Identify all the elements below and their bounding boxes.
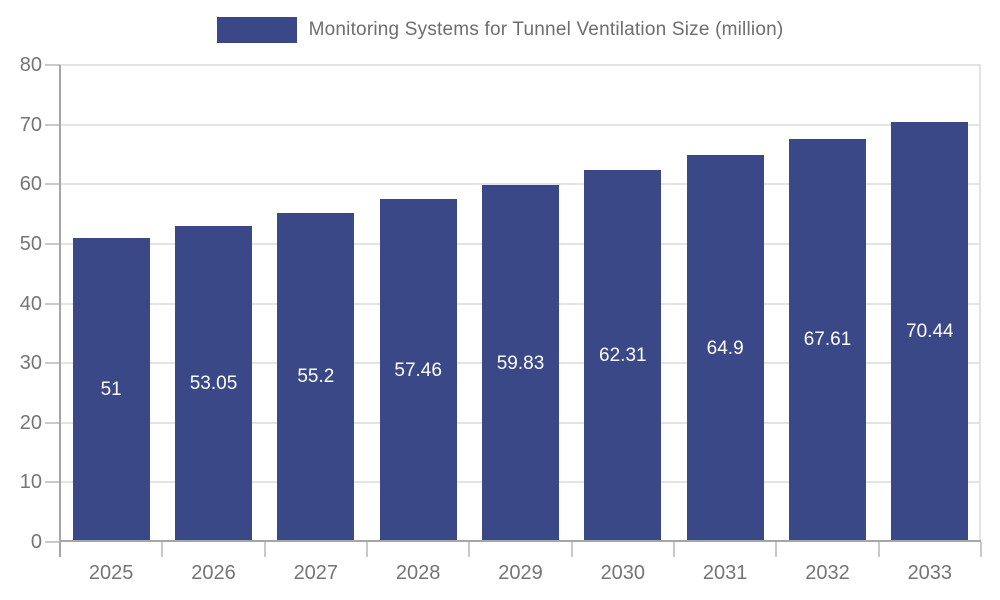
bar-value-label: 59.83 (496, 352, 545, 374)
bar (72, 237, 150, 542)
x-tick-label: 2029 (498, 562, 543, 584)
x-tick-label: 2033 (907, 562, 953, 584)
legend-swatch (216, 17, 297, 43)
bar (584, 170, 662, 542)
x-tick-mark (468, 542, 471, 557)
y-tick-mark (45, 421, 60, 424)
bar (482, 185, 559, 542)
bar-value-label: 57.46 (394, 359, 442, 381)
y-tick-label: 80 (19, 54, 42, 76)
x-tick-label: 2030 (600, 562, 646, 584)
bar-value-label: 62.31 (599, 345, 647, 367)
bar-value-label: 53.05 (189, 372, 238, 394)
x-tick-label: 2032 (805, 562, 850, 584)
y-tick-mark (45, 64, 60, 66)
bar-value-label: 67.61 (803, 329, 852, 351)
y-tick-mark (45, 362, 60, 365)
x-tick-label: 2026 (191, 562, 236, 584)
y-tick-mark (45, 541, 60, 543)
y-tick-mark (45, 123, 60, 126)
y-tick-label: 50 (19, 232, 42, 255)
gridline (60, 123, 981, 126)
x-tick-mark (775, 542, 778, 557)
x-tick-mark (673, 542, 675, 557)
y-tick-label: 60 (19, 173, 42, 196)
x-tick-mark (980, 542, 982, 557)
x-tick-label: 2028 (395, 562, 441, 584)
x-tick-mark (161, 542, 164, 557)
bar-value-label: 51 (100, 378, 122, 400)
y-tick-mark (45, 481, 60, 484)
gridline (60, 183, 981, 186)
x-axis-line (59, 540, 981, 542)
x-tick-label: 2027 (293, 562, 339, 584)
y-tick-mark (45, 302, 60, 305)
x-tick-label: 2025 (88, 562, 134, 584)
y-axis-line (59, 65, 61, 557)
bar (277, 212, 355, 542)
y-tick-mark (45, 183, 60, 186)
x-tick-label: 2031 (702, 562, 748, 584)
y-tick-label: 30 (19, 352, 42, 375)
y-tick-label: 40 (19, 292, 42, 315)
legend-label: Monitoring Systems for Tunnel Ventilatio… (308, 19, 784, 40)
x-tick-mark (366, 542, 368, 557)
x-tick-mark (263, 542, 266, 557)
y-tick-label: 20 (19, 411, 42, 434)
bar (891, 122, 969, 542)
bar (379, 199, 457, 542)
x-tick-mark (570, 542, 573, 557)
bar-value-label: 55.2 (297, 366, 335, 388)
bar (686, 155, 764, 542)
plot-right-border (979, 65, 981, 542)
y-tick-mark (45, 242, 60, 245)
y-tick-label: 0 (30, 531, 42, 553)
chart-legend: Monitoring Systems for Tunnel Ventilatio… (0, 17, 1000, 43)
bar (789, 138, 866, 542)
bar (175, 225, 252, 542)
gridline (60, 64, 981, 66)
x-tick-mark (877, 542, 880, 557)
bar-value-label: 70.44 (906, 321, 954, 342)
y-tick-label: 10 (19, 471, 42, 494)
y-tick-label: 70 (19, 113, 42, 136)
bar-value-label: 64.9 (706, 337, 744, 359)
